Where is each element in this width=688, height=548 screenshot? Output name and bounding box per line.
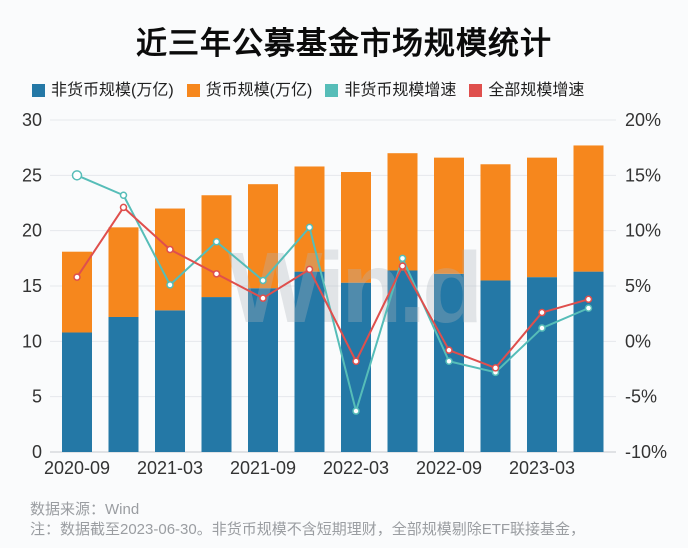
point-non-monetary-growth[interactable] [71, 170, 83, 181]
left-axis-tick-label: 5 [32, 387, 42, 407]
data-source: 数据来源：Wind [30, 501, 140, 518]
x-axis-tick-label: 2021-03 [137, 458, 203, 478]
chart-title: 近三年公募基金市场规模统计 [136, 26, 552, 61]
bar-segment-non-monetary[interactable] [294, 271, 325, 452]
point-non-monetary-growth[interactable] [166, 281, 174, 289]
point-total-growth[interactable] [305, 265, 314, 274]
point-total-growth[interactable] [352, 357, 360, 366]
right-axis-tick-label: -5% [625, 387, 657, 407]
point-total-growth[interactable] [73, 273, 81, 281]
left-axis-tick-label: 30 [22, 110, 42, 130]
point-non-monetary-growth[interactable] [352, 407, 360, 415]
bar-segment-monetary[interactable] [62, 251, 92, 333]
x-axis-tick-label: 2022-09 [416, 458, 482, 478]
bar-segment-non-monetary[interactable] [527, 277, 557, 452]
bar-segment-monetary[interactable] [294, 166, 325, 272]
legend: 非货币规模(万亿) 货币规模(万亿) 非货币规模增速 全部规模增速 [32, 82, 585, 99]
legend-item-non-monetary-scale[interactable]: 非货币规模(万亿) [32, 82, 174, 99]
chart-footer: 数据来源：Wind 注：数据截至2023-06-30。非货币规模不含短期理财，全… [30, 500, 585, 540]
right-axis-tick-label: 5% [625, 276, 651, 296]
point-total-growth[interactable] [445, 346, 453, 354]
bar-segment-monetary[interactable] [527, 157, 557, 278]
legend-label: 非货币规模(万亿) [51, 82, 174, 99]
legend-swatch-non-monetary-scale [32, 84, 45, 97]
left-axis-tick-label: 10 [22, 331, 42, 351]
x-axis-tick-label: 2022-03 [323, 458, 389, 478]
legend-swatch-monetary-scale [186, 84, 200, 97]
bar-segment-non-monetary[interactable] [62, 332, 92, 452]
bar-segment-non-monetary[interactable] [387, 270, 418, 452]
left-axis-tick-label: 25 [22, 165, 42, 185]
bar-segment-monetary[interactable] [573, 145, 604, 272]
left-axis-tick-label: 15 [22, 276, 42, 296]
bar-segment-non-monetary[interactable] [201, 297, 232, 452]
point-non-monetary-growth[interactable] [445, 357, 453, 366]
right-axis-tick-label: 20% [625, 110, 661, 130]
bar-segment-non-monetary[interactable] [155, 310, 185, 452]
footnote: 注：数据截至2023-06-30。非货币规模不含短期理财，全部规模剔除ETF联接… [30, 521, 586, 538]
right-axis-tick-label: 10% [625, 221, 661, 241]
right-axis-tick-label: 15% [625, 165, 661, 185]
point-total-growth[interactable] [538, 308, 546, 317]
bar-segment-monetary[interactable] [201, 195, 232, 298]
legend-item-non-monetary-growth[interactable]: 非货币规模增速 [325, 82, 457, 99]
point-non-monetary-growth[interactable] [398, 254, 407, 263]
bar-segment-non-monetary[interactable] [248, 288, 278, 452]
point-total-growth[interactable] [491, 364, 500, 372]
point-total-growth[interactable] [398, 262, 407, 270]
point-non-monetary-growth[interactable] [305, 223, 314, 232]
bar-segment-non-monetary[interactable] [341, 282, 371, 452]
legend-item-monetary-scale[interactable]: 货币规模(万亿) [186, 82, 313, 99]
bar-segment-monetary[interactable] [434, 157, 464, 274]
left-axis-tick-label: 20 [22, 221, 42, 241]
x-axis-tick-label: 2020-09 [44, 458, 110, 478]
point-total-growth[interactable] [259, 294, 267, 302]
bar-segment-non-monetary[interactable] [108, 316, 139, 452]
line-total-growth [76, 206, 589, 369]
point-non-monetary-growth[interactable] [212, 237, 221, 246]
legend-label: 全部规模增速 [488, 82, 585, 99]
point-non-monetary-growth[interactable] [119, 191, 128, 200]
right-axis-tick-label: -10% [625, 442, 667, 462]
legend-label: 非货币规模增速 [344, 82, 457, 99]
point-non-monetary-growth[interactable] [584, 304, 593, 312]
right-axis-tick-label: 0% [625, 331, 651, 351]
bar-segment-monetary[interactable] [108, 227, 139, 317]
x-axis-tick-label: 2023-03 [509, 458, 575, 478]
point-total-growth[interactable] [119, 203, 128, 212]
point-total-growth[interactable] [166, 245, 174, 254]
watermark: Win.d [228, 232, 479, 344]
x-axis-tick-label: 2021-09 [230, 458, 296, 478]
point-non-monetary-growth[interactable] [538, 324, 546, 332]
legend-label: 货币规模(万亿) [205, 82, 313, 99]
point-total-growth[interactable] [584, 295, 593, 304]
bar-segment-monetary[interactable] [480, 164, 511, 281]
legend-swatch-total-growth [469, 84, 483, 97]
bar-segment-monetary[interactable] [387, 153, 418, 271]
point-total-growth[interactable] [212, 270, 221, 278]
bar-segment-monetary[interactable] [155, 208, 185, 311]
bar-segment-monetary[interactable] [341, 172, 371, 283]
legend-swatch-non-monetary-growth [325, 84, 339, 97]
point-non-monetary-growth[interactable] [259, 276, 267, 285]
left-axis-tick-label: 0 [32, 442, 42, 462]
line-non-monetary-growth [76, 174, 589, 413]
legend-item-total-growth[interactable]: 全部规模增速 [469, 82, 585, 99]
